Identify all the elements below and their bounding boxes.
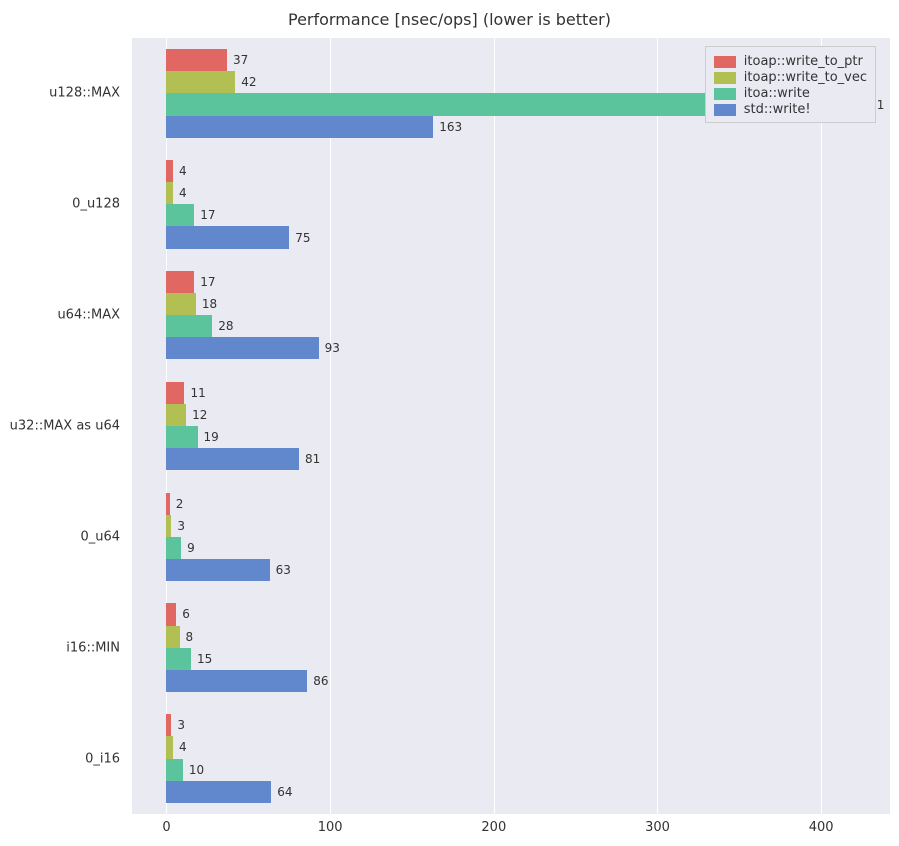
bar: 63 bbox=[166, 559, 269, 581]
bar: 81 bbox=[166, 448, 299, 470]
y-tick-label: 0_u64 bbox=[80, 529, 120, 544]
bar-value-label: 75 bbox=[295, 231, 310, 245]
legend-label: std::write! bbox=[744, 102, 811, 117]
bar-value-label: 3 bbox=[177, 718, 185, 732]
legend-label: itoap::write_to_vec bbox=[744, 70, 867, 85]
chart-title: Performance [nsec/ops] (lower is better) bbox=[0, 10, 899, 29]
plot-area: 01002003004000_i16i16::MIN0_u64u32::MAX … bbox=[132, 38, 890, 814]
x-tick-label: 300 bbox=[645, 820, 670, 835]
bar-value-label: 4 bbox=[179, 186, 187, 200]
legend-label: itoa::write bbox=[744, 86, 810, 101]
bar-value-label: 18 bbox=[202, 297, 217, 311]
bar: 17 bbox=[166, 271, 194, 293]
x-gridline bbox=[821, 38, 822, 814]
x-tick-label: 0 bbox=[162, 820, 170, 835]
bar: 163 bbox=[166, 116, 433, 138]
bar-value-label: 9 bbox=[187, 541, 195, 555]
bar: 93 bbox=[166, 337, 318, 359]
x-tick-label: 100 bbox=[318, 820, 343, 835]
y-tick-label: u128::MAX bbox=[49, 86, 120, 101]
y-tick-label: u32::MAX as u64 bbox=[10, 419, 120, 434]
bar: 19 bbox=[166, 426, 197, 448]
bar-value-label: 6 bbox=[182, 607, 190, 621]
bar-value-label: 28 bbox=[218, 319, 233, 333]
bar: 4 bbox=[166, 182, 173, 204]
legend-swatch bbox=[714, 72, 736, 84]
bar: 4 bbox=[166, 736, 173, 758]
bar-value-label: 3 bbox=[177, 519, 185, 533]
bar: 42 bbox=[166, 71, 235, 93]
bar-value-label: 86 bbox=[313, 674, 328, 688]
bar: 86 bbox=[166, 670, 307, 692]
x-tick-label: 200 bbox=[481, 820, 506, 835]
bar-value-label: 10 bbox=[189, 763, 204, 777]
bar-value-label: 19 bbox=[204, 430, 219, 444]
bar: 12 bbox=[166, 404, 186, 426]
y-tick-label: 0_i16 bbox=[85, 751, 120, 766]
bar: 10 bbox=[166, 759, 182, 781]
legend-item: std::write! bbox=[714, 102, 867, 117]
y-tick-label: i16::MIN bbox=[66, 640, 120, 655]
bar: 75 bbox=[166, 226, 289, 248]
bar: 2 bbox=[166, 493, 169, 515]
bar-value-label: 81 bbox=[305, 452, 320, 466]
bar: 3 bbox=[166, 714, 171, 736]
bar-value-label: 4 bbox=[179, 740, 187, 754]
bar-value-label: 11 bbox=[190, 386, 205, 400]
bar: 9 bbox=[166, 537, 181, 559]
y-tick-label: 0_u128 bbox=[72, 197, 120, 212]
bar: 18 bbox=[166, 293, 195, 315]
x-gridline bbox=[330, 38, 331, 814]
bar-value-label: 42 bbox=[241, 75, 256, 89]
x-gridline bbox=[657, 38, 658, 814]
legend-swatch bbox=[714, 56, 736, 68]
bar: 28 bbox=[166, 315, 212, 337]
legend: itoap::write_to_ptritoap::write_to_vecit… bbox=[705, 46, 876, 123]
legend-label: itoap::write_to_ptr bbox=[744, 54, 863, 69]
bar-value-label: 12 bbox=[192, 408, 207, 422]
x-gridline bbox=[494, 38, 495, 814]
bar: 64 bbox=[166, 781, 271, 803]
bar: 11 bbox=[166, 382, 184, 404]
bar-value-label: 17 bbox=[200, 275, 215, 289]
bar-value-label: 17 bbox=[200, 208, 215, 222]
bar: 37 bbox=[166, 49, 227, 71]
bar-value-label: 37 bbox=[233, 53, 248, 67]
bar: 3 bbox=[166, 515, 171, 537]
bar-value-label: 64 bbox=[277, 785, 292, 799]
bar: 15 bbox=[166, 648, 191, 670]
bar-value-label: 15 bbox=[197, 652, 212, 666]
bar: 8 bbox=[166, 626, 179, 648]
legend-swatch bbox=[714, 88, 736, 100]
bar: 4 bbox=[166, 160, 173, 182]
legend-item: itoap::write_to_ptr bbox=[714, 54, 867, 69]
x-tick-label: 400 bbox=[809, 820, 834, 835]
legend-swatch bbox=[714, 104, 736, 116]
bar-value-label: 63 bbox=[276, 563, 291, 577]
performance-chart-figure: Performance [nsec/ops] (lower is better)… bbox=[0, 0, 899, 846]
y-tick-label: u64::MAX bbox=[57, 308, 120, 323]
legend-item: itoa::write bbox=[714, 86, 867, 101]
bar-value-label: 93 bbox=[325, 341, 340, 355]
bar: 17 bbox=[166, 204, 194, 226]
bar-value-label: 163 bbox=[439, 120, 462, 134]
legend-item: itoap::write_to_vec bbox=[714, 70, 867, 85]
bar-value-label: 4 bbox=[179, 164, 187, 178]
bar-value-label: 8 bbox=[186, 630, 194, 644]
bar-value-label: 2 bbox=[176, 497, 184, 511]
bar: 6 bbox=[166, 603, 176, 625]
